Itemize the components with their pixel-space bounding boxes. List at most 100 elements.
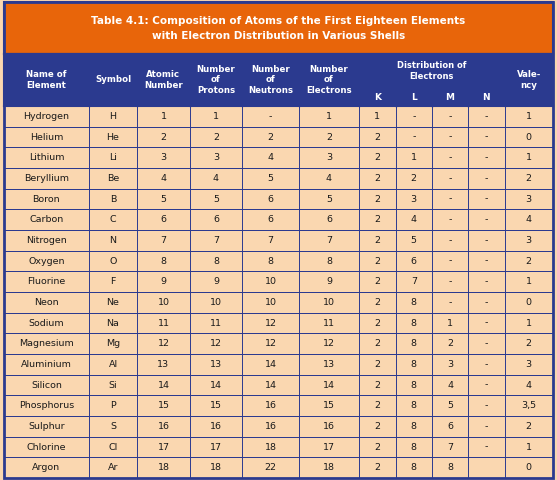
Text: 4: 4	[411, 215, 417, 224]
Text: 2: 2	[526, 174, 532, 183]
Text: O: O	[109, 256, 116, 265]
Text: L: L	[411, 93, 417, 101]
Text: 16: 16	[158, 422, 169, 431]
Text: F: F	[110, 277, 116, 286]
Polygon shape	[4, 2, 553, 54]
Text: 7: 7	[326, 236, 332, 245]
Text: 16: 16	[210, 422, 222, 431]
Text: 5: 5	[447, 401, 453, 410]
Text: N: N	[110, 236, 116, 245]
Text: -: -	[485, 339, 488, 348]
Text: 13: 13	[210, 360, 222, 369]
Text: Aluminium: Aluminium	[21, 360, 72, 369]
Text: 12: 12	[265, 319, 276, 327]
Text: 1: 1	[526, 277, 532, 286]
Text: 4: 4	[326, 174, 332, 183]
Text: 13: 13	[323, 360, 335, 369]
Text: 7: 7	[267, 236, 273, 245]
Text: 9: 9	[160, 277, 167, 286]
Text: 5: 5	[411, 236, 417, 245]
Text: Li: Li	[109, 153, 117, 162]
Text: Number
of
Electrons: Number of Electrons	[306, 65, 352, 95]
Polygon shape	[4, 375, 553, 396]
Text: -: -	[448, 194, 452, 204]
Text: -: -	[448, 174, 452, 183]
Text: 2: 2	[374, 277, 380, 286]
Text: 11: 11	[210, 319, 222, 327]
Text: -: -	[485, 319, 488, 327]
Text: 2: 2	[374, 381, 380, 389]
Text: 2: 2	[411, 174, 417, 183]
Text: Be: Be	[107, 174, 119, 183]
Text: 6: 6	[267, 194, 273, 204]
Text: 17: 17	[323, 443, 335, 452]
Text: 3: 3	[160, 153, 167, 162]
Text: Cl: Cl	[109, 443, 118, 452]
Text: Helium: Helium	[30, 132, 63, 142]
Text: 11: 11	[323, 319, 335, 327]
Text: Vale-
ncy: Vale- ncy	[516, 70, 541, 90]
Text: 8: 8	[326, 256, 332, 265]
Text: 17: 17	[210, 443, 222, 452]
Text: 1: 1	[411, 153, 417, 162]
Text: Oxygen: Oxygen	[28, 256, 65, 265]
Text: 6: 6	[213, 215, 219, 224]
Text: 18: 18	[210, 463, 222, 472]
Polygon shape	[4, 230, 553, 251]
Polygon shape	[4, 271, 553, 292]
Text: 8: 8	[411, 422, 417, 431]
Text: 2: 2	[374, 194, 380, 204]
Text: 12: 12	[323, 339, 335, 348]
Text: 2: 2	[374, 256, 380, 265]
Text: 2: 2	[374, 360, 380, 369]
Text: -: -	[485, 236, 488, 245]
Text: 12: 12	[265, 339, 276, 348]
Text: 8: 8	[411, 339, 417, 348]
Text: 18: 18	[323, 463, 335, 472]
Text: 2: 2	[374, 319, 380, 327]
Text: -: -	[485, 360, 488, 369]
Polygon shape	[4, 457, 553, 478]
Text: 2: 2	[374, 443, 380, 452]
Polygon shape	[4, 437, 553, 457]
Text: Number
of
Neutrons: Number of Neutrons	[248, 65, 293, 95]
Text: 2: 2	[374, 132, 380, 142]
Text: 2: 2	[374, 215, 380, 224]
Text: 14: 14	[265, 360, 276, 369]
Text: Chlorine: Chlorine	[27, 443, 66, 452]
Text: C: C	[110, 215, 116, 224]
Text: -: -	[448, 215, 452, 224]
Text: 3: 3	[526, 194, 532, 204]
Text: 14: 14	[158, 381, 169, 389]
Text: 7: 7	[160, 236, 167, 245]
Text: 4: 4	[526, 381, 532, 389]
Text: 0: 0	[526, 298, 532, 307]
Text: 2: 2	[526, 256, 532, 265]
Text: -: -	[268, 112, 272, 121]
Text: Ne: Ne	[106, 298, 119, 307]
Text: 4: 4	[526, 215, 532, 224]
Text: 22: 22	[265, 463, 276, 472]
Text: 2: 2	[326, 132, 332, 142]
Text: 2: 2	[374, 153, 380, 162]
Text: 3: 3	[526, 360, 532, 369]
Text: 9: 9	[326, 277, 332, 286]
Text: -: -	[485, 443, 488, 452]
Text: 15: 15	[210, 401, 222, 410]
Text: 7: 7	[411, 277, 417, 286]
Text: Sulphur: Sulphur	[28, 422, 65, 431]
Text: Carbon: Carbon	[30, 215, 63, 224]
Text: 1: 1	[526, 443, 532, 452]
Text: 2: 2	[374, 339, 380, 348]
Text: 14: 14	[323, 381, 335, 389]
Text: -: -	[448, 298, 452, 307]
Text: -: -	[485, 298, 488, 307]
Text: -: -	[485, 174, 488, 183]
Text: S: S	[110, 422, 116, 431]
Text: -: -	[448, 153, 452, 162]
Text: 8: 8	[213, 256, 219, 265]
Text: H: H	[110, 112, 116, 121]
Polygon shape	[4, 396, 553, 416]
Text: 6: 6	[411, 256, 417, 265]
Text: -: -	[412, 132, 416, 142]
